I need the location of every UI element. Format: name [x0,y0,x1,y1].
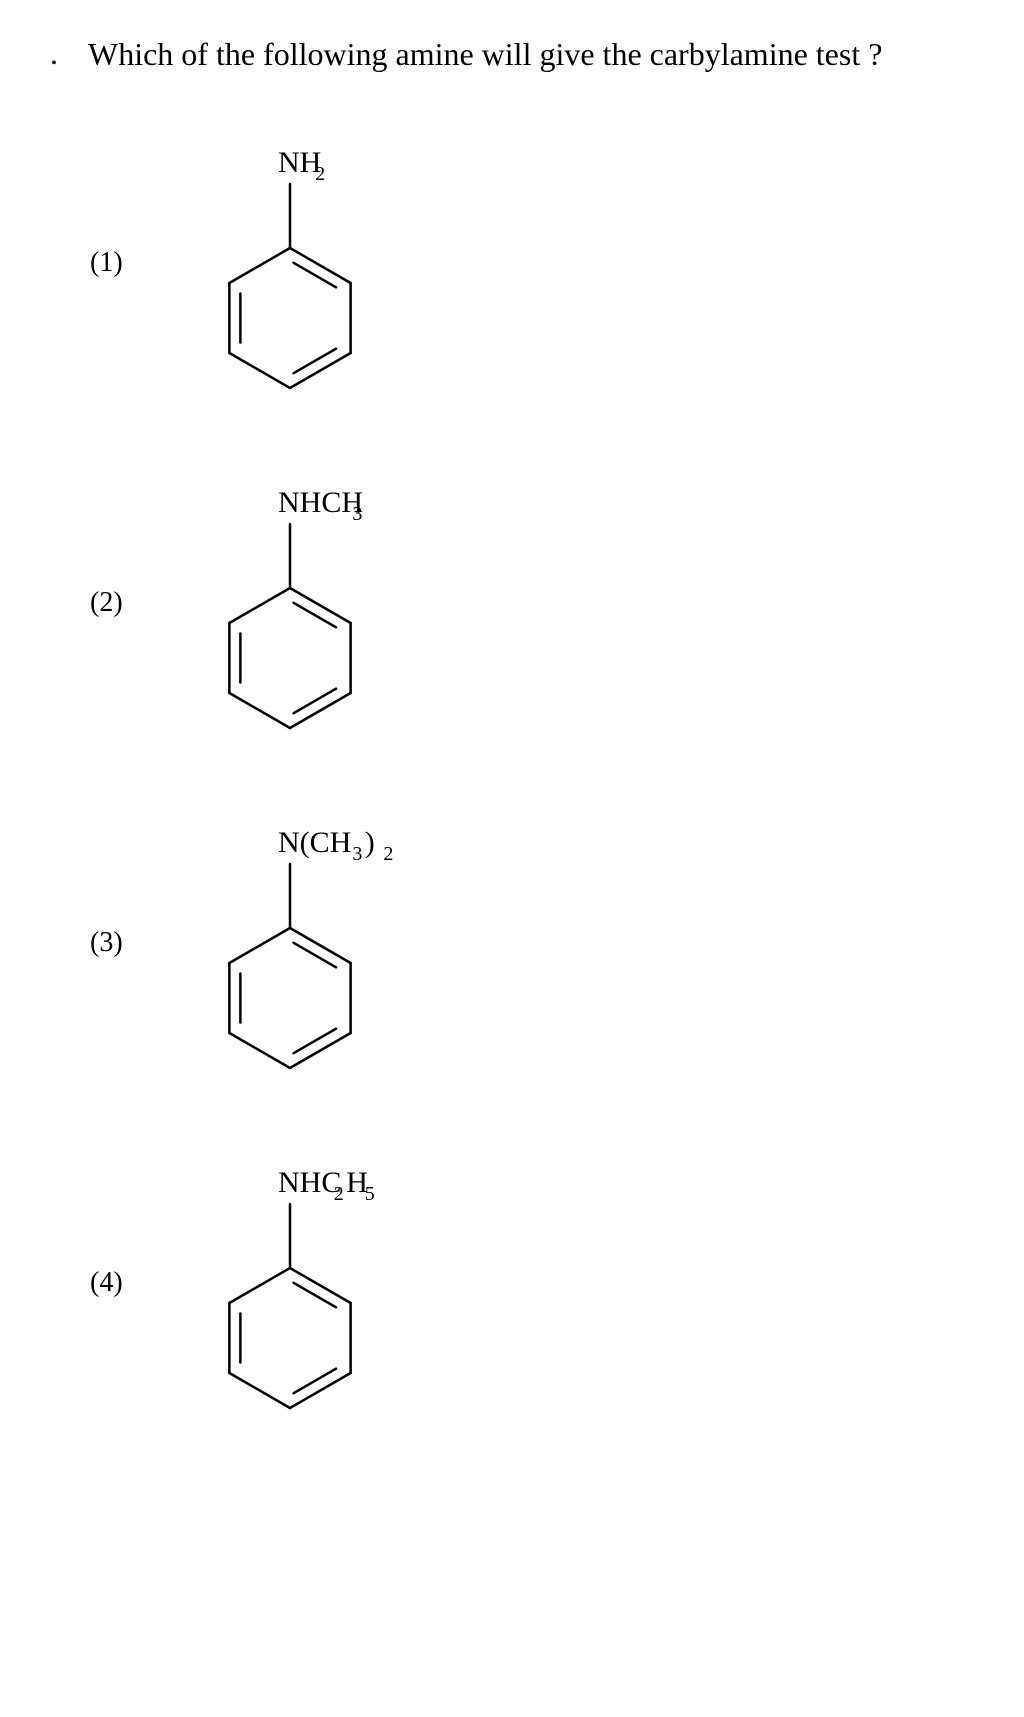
benzene-ring-icon [229,1204,350,1408]
option-1-number: (1) [90,247,150,279]
option-2-number: (2) [90,587,150,619]
svg-text:NHC: NHC [278,1166,341,1199]
question-row: . Which of the following amine will give… [90,30,964,78]
page: . Which of the following amine will give… [0,0,1024,1478]
svg-text:2: 2 [383,843,393,865]
question-text: Which of the following amine will give t… [88,30,882,78]
option-1: (1) NH2 [90,118,964,408]
option-3-number: (3) [90,927,150,959]
benzene-ring-icon [229,864,350,1068]
question-bullet: . [50,30,58,76]
svg-text:3: 3 [352,503,362,525]
substituent-label: NH2 [278,146,325,185]
benzene-ring-icon [229,184,350,388]
svg-text:): ) [365,826,375,859]
option-4-number: (4) [90,1267,150,1299]
option-3: (3) N(CH3) 2 [90,798,964,1088]
option-1-structure: NH2 [190,118,450,408]
option-4: (4) NHC2H5 [90,1138,964,1428]
svg-text:3: 3 [352,843,362,865]
substituent-label: N(CH3) 2 [278,826,393,865]
substituent-label: NHC2H5 [278,1166,375,1205]
svg-text:2: 2 [315,163,325,185]
svg-text:5: 5 [365,1183,375,1205]
substituent-label: NHCH3 [278,486,363,525]
benzene-ring-icon [229,524,350,728]
option-2: (2) NHCH3 [90,458,964,748]
option-2-structure: NHCH3 [190,458,490,748]
svg-text:NHCH: NHCH [278,486,363,519]
option-3-structure: N(CH3) 2 [190,798,510,1088]
svg-text:N(CH: N(CH [278,826,351,859]
svg-text:2: 2 [334,1183,344,1205]
option-4-structure: NHC2H5 [190,1138,510,1428]
